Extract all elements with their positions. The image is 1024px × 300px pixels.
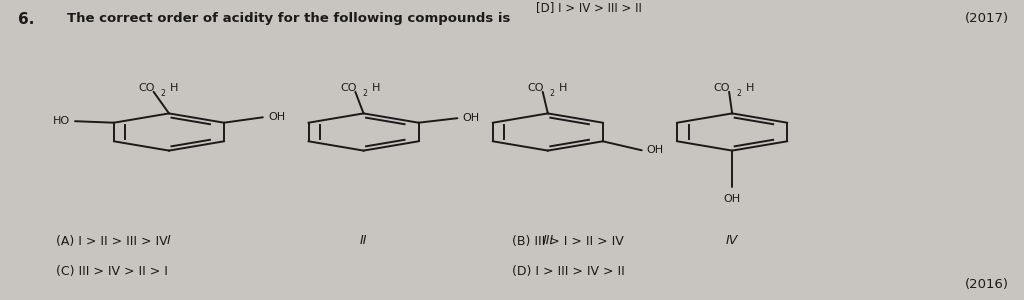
Text: (A) I > II > III > IV: (A) I > II > III > IV (56, 235, 168, 248)
Text: H: H (372, 83, 380, 93)
Text: CO: CO (138, 83, 155, 93)
Text: H: H (745, 83, 754, 93)
Text: 2: 2 (362, 89, 368, 98)
Text: III: III (543, 233, 553, 247)
Text: CO: CO (527, 83, 544, 93)
Text: (2017): (2017) (965, 12, 1009, 25)
Text: OH: OH (268, 112, 285, 122)
Text: CO: CO (340, 83, 356, 93)
Text: CO: CO (714, 83, 730, 93)
Text: 6.: 6. (18, 12, 35, 27)
Text: OH: OH (724, 194, 740, 204)
Text: I: I (167, 233, 171, 247)
Text: (D) I > III > IV > II: (D) I > III > IV > II (512, 265, 625, 278)
Text: OH: OH (647, 145, 664, 155)
Text: [D] I > IV > III > II: [D] I > IV > III > II (536, 2, 642, 14)
Text: (C) III > IV > II > I: (C) III > IV > II > I (56, 265, 168, 278)
Text: 2: 2 (736, 89, 741, 98)
Text: HO: HO (53, 116, 70, 126)
Text: IV: IV (726, 233, 738, 247)
Text: The correct order of acidity for the following compounds is: The correct order of acidity for the fol… (67, 12, 510, 25)
Text: II: II (359, 233, 368, 247)
Text: (B) III > I > II > IV: (B) III > I > II > IV (512, 235, 624, 248)
Text: H: H (559, 83, 567, 93)
Text: 2: 2 (550, 89, 555, 98)
Text: H: H (170, 83, 178, 93)
Text: 2: 2 (161, 89, 166, 98)
Text: (2016): (2016) (965, 278, 1009, 291)
Text: OH: OH (463, 113, 479, 123)
